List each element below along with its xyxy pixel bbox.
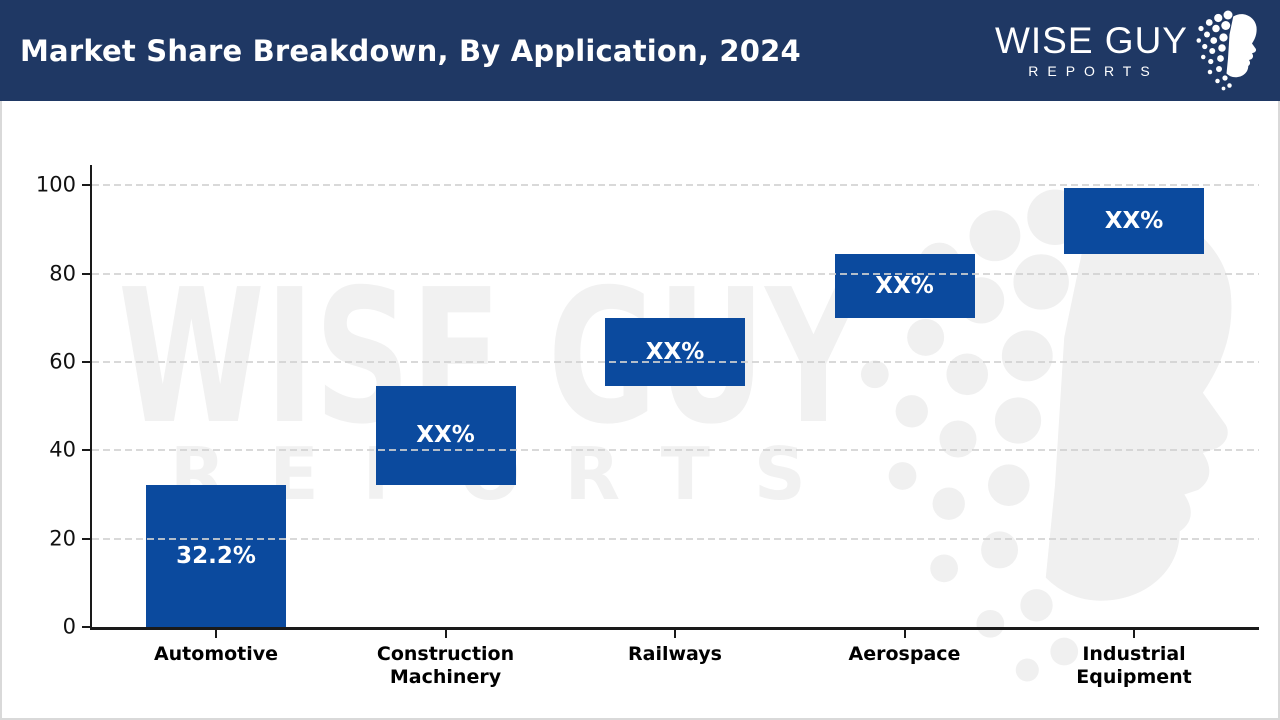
x-category-label-line: Aerospace — [848, 643, 961, 665]
x-category-label: Automotive — [96, 643, 336, 666]
y-tick-label: 0 — [62, 614, 76, 639]
x-category-label-line: Railways — [628, 643, 722, 665]
x-tick-mark — [1133, 630, 1135, 638]
y-gridline — [92, 537, 1259, 540]
bar-value-label: XX% — [645, 339, 705, 366]
x-category-label: Construction Machinery — [326, 643, 566, 689]
bar — [1064, 188, 1204, 255]
y-tick-mark — [82, 626, 90, 628]
page-title: Market Share Breakdown, By Application, … — [20, 33, 801, 68]
plot-area: 0 20 40 60 80 100 32.2% Automotive XX% Constructi… — [36, 165, 1259, 688]
header-bar: Market Share Breakdown, By Application, … — [0, 0, 1280, 101]
logo-wordmark: WISE GUY — [994, 20, 1188, 61]
bar-value-label: XX% — [875, 273, 934, 300]
bar-value-label: 32.2% — [176, 542, 256, 569]
logo-text: WISE GUY REPORTS — [995, 22, 1188, 79]
x-category-label-line: Equipment — [1076, 665, 1192, 688]
y-tick-mark — [82, 537, 90, 540]
y-tick-label: 80 — [49, 261, 76, 286]
y-tick-mark — [82, 184, 90, 187]
x-category-label-line: Machinery — [389, 665, 502, 688]
y-tick-mark — [82, 449, 90, 452]
bar-value-label: XX% — [416, 422, 475, 449]
bar — [834, 254, 975, 319]
y-gridline — [92, 361, 1259, 363]
y-tick-label: 100 — [35, 172, 76, 197]
x-category-label: Railways — [555, 643, 795, 666]
wiseguy-logo: WISE GUY REPORTS — [995, 0, 1266, 101]
bar — [605, 318, 745, 386]
x-category-label-line: Construction — [376, 643, 515, 665]
y-gridline — [92, 449, 1259, 452]
y-gridline — [92, 184, 1259, 187]
logo-face-icon — [1196, 10, 1257, 90]
x-tick-mark — [444, 630, 447, 638]
x-tick-mark — [903, 630, 906, 638]
bar — [375, 385, 516, 485]
bar-value-label: XX% — [1104, 208, 1164, 235]
logo-reports-text: REPORTS — [1028, 63, 1159, 79]
y-tick-mark — [82, 272, 90, 275]
x-tick-mark — [215, 630, 217, 638]
y-tick-label: 60 — [49, 349, 76, 374]
x-category-label-line: Industrial — [1082, 643, 1186, 665]
x-category-label: Aerospace — [785, 643, 1025, 666]
y-tick-label: 40 — [49, 437, 76, 462]
chart-area: WISE GUY REPORTS 02040608010032.2%Automo… — [0, 101, 1280, 720]
x-category-label-line: Automotive — [153, 643, 279, 665]
y-gridline — [92, 272, 1259, 275]
y-tick-mark — [82, 361, 90, 363]
bar — [146, 484, 286, 627]
x-category-label: Industrial Equipment — [1014, 643, 1254, 689]
y-tick-label: 20 — [49, 526, 76, 551]
x-tick-mark — [674, 630, 676, 638]
